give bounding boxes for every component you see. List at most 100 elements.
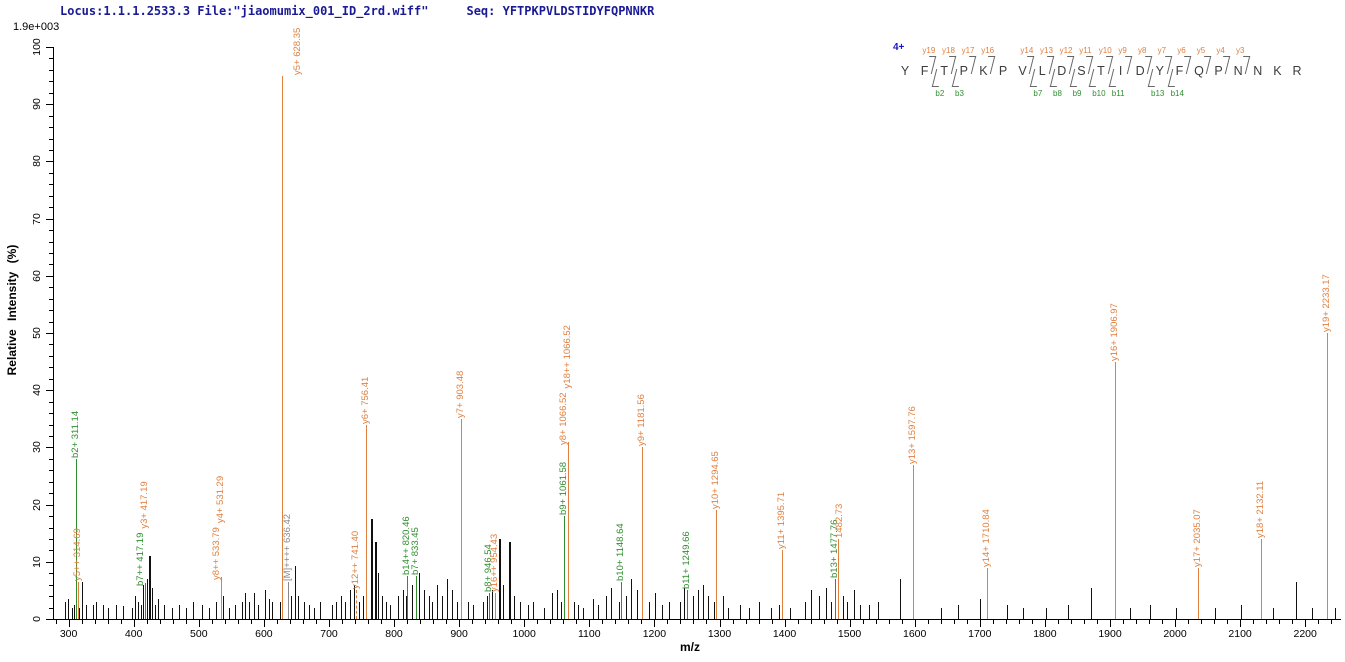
peak	[402, 590, 404, 619]
x-axis-tick-label: 300	[59, 628, 78, 640]
ion-label: b10+ 1148.64	[614, 523, 626, 581]
peak-annotation-label: b7++ 417.19 y3+ 417.19	[134, 481, 150, 586]
y-axis-major-tick	[46, 390, 53, 392]
peak	[71, 607, 73, 619]
residue: S	[1077, 64, 1086, 78]
peak	[428, 596, 430, 619]
peak	[1130, 607, 1132, 619]
x-axis-minor-tick	[875, 620, 877, 624]
peak	[940, 607, 942, 619]
peak	[308, 604, 310, 619]
peak	[85, 604, 87, 619]
residue: Q	[1194, 64, 1204, 78]
peak	[222, 596, 224, 619]
peak	[1335, 607, 1337, 619]
peak	[533, 601, 535, 619]
residue: I	[1118, 64, 1123, 78]
peak	[811, 590, 813, 619]
y-axis-minor-tick	[49, 150, 53, 151]
x-axis-minor-tick	[211, 620, 213, 624]
x-axis-major-tick	[1044, 620, 1046, 627]
x-axis-major-tick	[784, 620, 786, 627]
peak	[1022, 607, 1024, 619]
annotated-peak-line	[489, 593, 491, 619]
y-axis-minor-tick	[49, 413, 53, 415]
x-axis-tick-label: 1100	[578, 628, 601, 640]
x-axis-major-tick	[1175, 620, 1176, 627]
annotated-peak-line	[220, 577, 222, 619]
peak	[151, 587, 153, 619]
x-axis-tick-label: 1500	[837, 628, 862, 640]
y-axis-minor-tick	[49, 287, 53, 289]
peak	[418, 573, 420, 619]
peak	[877, 601, 879, 619]
y-axis-minor-tick	[49, 230, 53, 231]
y-axis-minor-tick	[49, 69, 53, 71]
b-ion-mark-label: b14	[1170, 89, 1184, 98]
y-axis-minor-tick	[49, 470, 53, 472]
x-axis-minor-tick	[537, 620, 539, 624]
peak	[630, 579, 632, 619]
y-axis-major-tick	[46, 561, 53, 563]
annotated-peak-line	[564, 516, 566, 619]
x-axis-minor-tick	[433, 620, 435, 624]
peak	[135, 596, 136, 619]
y-axis-minor-tick	[49, 493, 53, 495]
peak	[446, 579, 448, 619]
peak	[295, 565, 297, 619]
x-axis-minor-tick	[107, 620, 109, 624]
peak	[573, 601, 575, 619]
y-axis-minor-tick	[49, 527, 53, 529]
x-axis-major-tick	[329, 620, 330, 627]
peptide-sequence-text: YFTPKPVLDSTIDYFQPNNKR	[502, 4, 655, 18]
x-axis-tick-label: 1700	[968, 628, 992, 640]
y-axis-minor-tick	[49, 127, 53, 129]
ion-label: b7++ 417.19	[134, 532, 146, 586]
x-axis-minor-tick	[615, 620, 617, 624]
y-axis-major-tick	[46, 504, 53, 506]
ion-label: y8+ 1066.52	[557, 392, 569, 445]
x-axis-minor-tick	[888, 620, 890, 624]
annotated-peak-line	[78, 581, 80, 619]
annotated-peak-line	[1197, 567, 1199, 619]
y-axis-minor-tick	[49, 58, 53, 60]
y-axis-tick-label: 20	[31, 498, 43, 511]
y-axis-minor-tick	[49, 115, 53, 117]
peak	[739, 604, 741, 619]
y-axis-major-tick	[46, 218, 53, 220]
y-axis-minor-tick	[49, 207, 53, 209]
y-axis-minor-tick	[49, 264, 53, 266]
peak	[406, 596, 408, 619]
x-axis-minor-tick	[1136, 620, 1137, 624]
y-ion-mark-label: y12	[1059, 46, 1073, 55]
peak	[157, 599, 159, 619]
annotated-peak-line	[1114, 361, 1116, 619]
peak	[957, 604, 959, 619]
x-axis-minor-tick	[563, 620, 565, 624]
peak	[79, 607, 80, 619]
annotated-peak-line	[835, 579, 837, 619]
peak	[341, 596, 343, 619]
peak-annotation-label: y16+ 1906.97	[1109, 303, 1120, 361]
x-axis-minor-tick	[1331, 620, 1333, 624]
x-axis-tick-label: 500	[190, 628, 208, 640]
x-axis-minor-tick	[146, 620, 148, 624]
peak	[424, 590, 425, 619]
annotated-peak-line	[407, 576, 409, 619]
peak	[248, 601, 250, 619]
peak	[1068, 604, 1070, 619]
peak	[432, 601, 434, 619]
x-axis-tick-label: 800	[385, 628, 403, 640]
residue: V	[1018, 64, 1027, 78]
peak	[192, 601, 194, 619]
y-axis-major-tick	[46, 619, 53, 620]
peak	[235, 604, 237, 619]
peak	[636, 590, 638, 619]
x-axis-minor-tick	[927, 620, 929, 624]
peak	[179, 604, 181, 619]
y-ion-mark-label: y9	[1118, 46, 1127, 55]
y-ion-mark-label: y5	[1196, 46, 1206, 55]
annotated-peak-line	[75, 458, 77, 619]
